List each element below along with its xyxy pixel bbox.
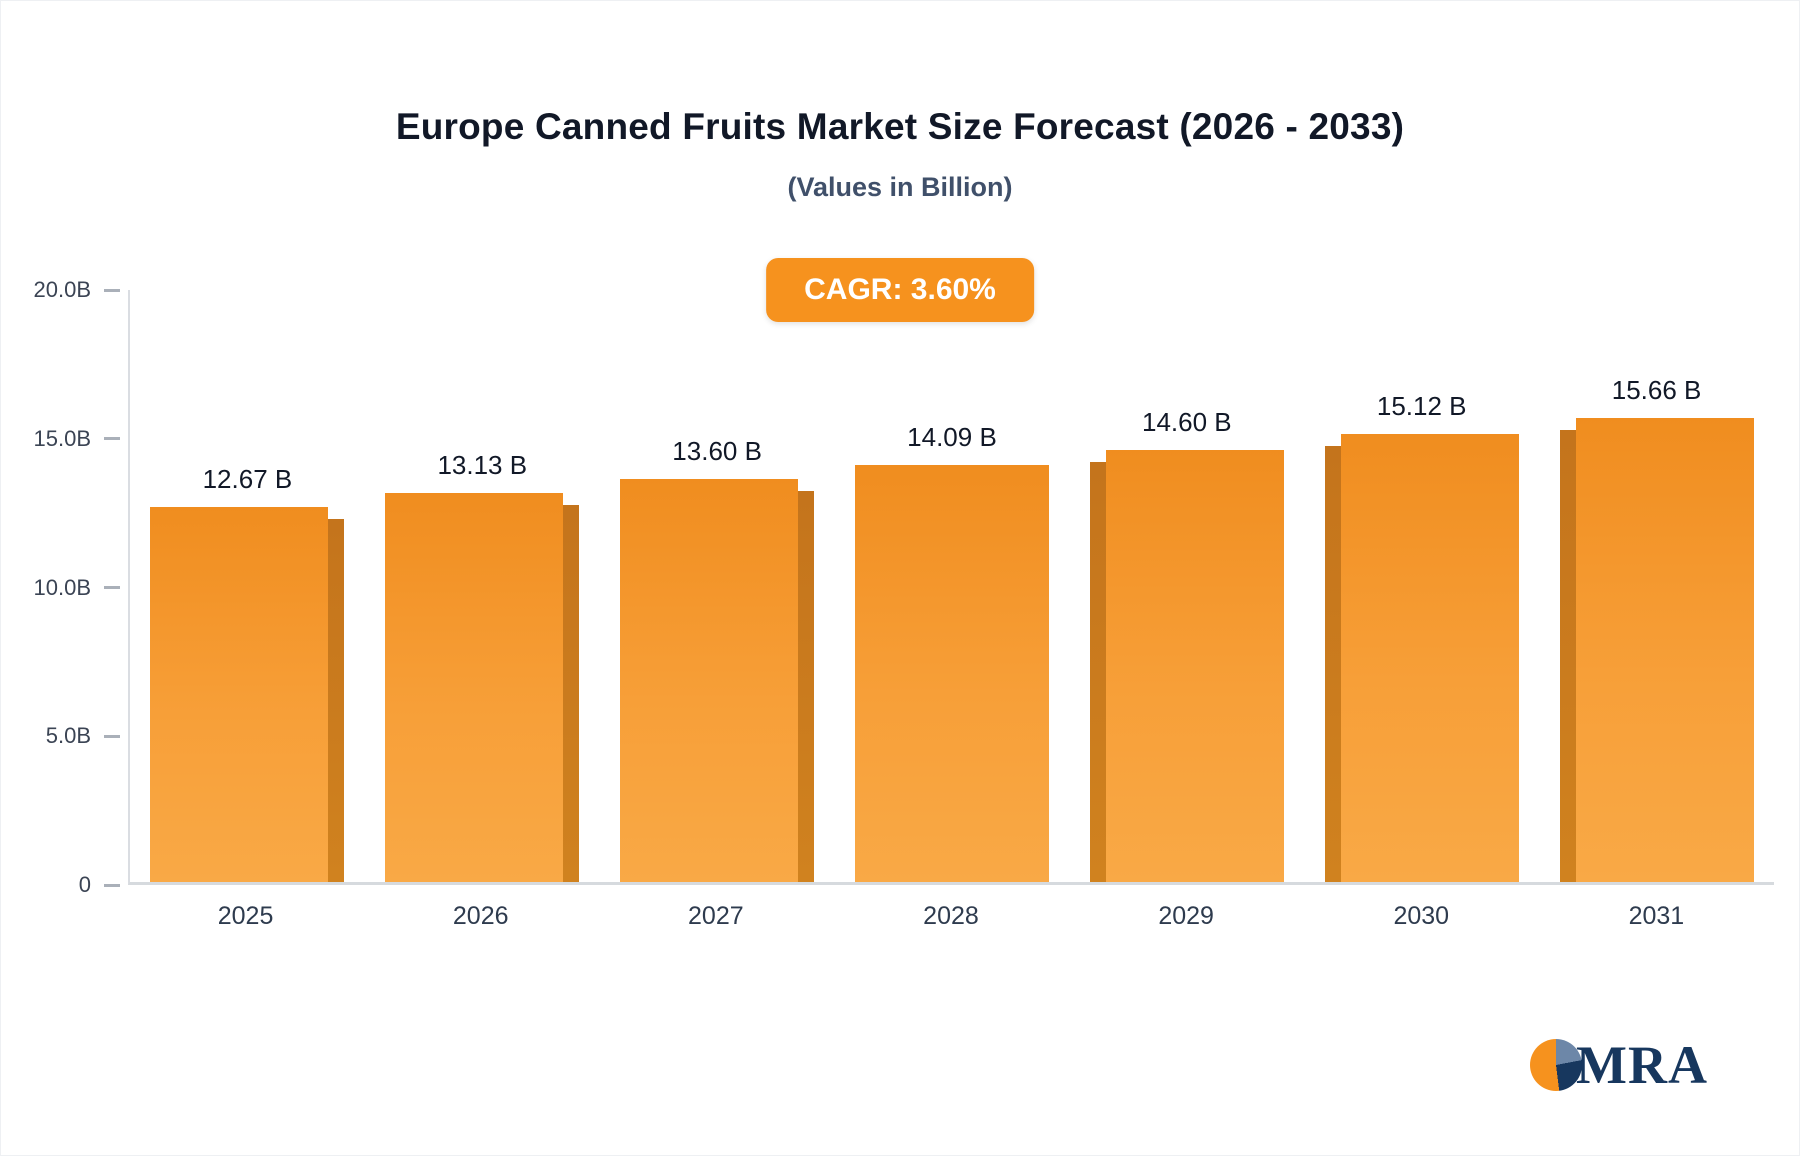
bar-group: 15.66 B bbox=[1539, 375, 1774, 882]
y-axis: 0 5.0B 10.0B 15.0B 20.0B bbox=[0, 277, 126, 897]
bar-face bbox=[1575, 418, 1754, 882]
y-tick-label: 0 bbox=[78, 872, 91, 897]
bars: 12.67 B 13.13 B 13.60 B 14.09 B 14.60 B 15.12… bbox=[130, 290, 1774, 882]
y-tick: 15.0B bbox=[33, 425, 120, 452]
x-axis-label: 2026 bbox=[452, 902, 509, 930]
y-tick: 20.0B bbox=[33, 277, 120, 303]
x-axis-label: 2025 bbox=[217, 902, 274, 930]
bar-side-shadow bbox=[563, 505, 580, 882]
bar bbox=[620, 479, 815, 882]
logo: MRA bbox=[1530, 1034, 1708, 1096]
bar-face bbox=[1105, 449, 1284, 882]
bar-value-label: 13.60 B bbox=[672, 436, 762, 467]
bar bbox=[1324, 434, 1519, 882]
bar bbox=[385, 493, 580, 882]
x-axis: 2025 2026 2027 2028 2029 2030 2031 bbox=[128, 902, 1774, 942]
bar bbox=[1559, 418, 1754, 882]
x-axis-label: 2028 bbox=[923, 902, 979, 930]
y-tick-label: 10.0B bbox=[33, 574, 92, 600]
bar-face bbox=[854, 464, 1049, 882]
chart-subtitle: (Values in Billion) bbox=[787, 172, 1013, 202]
y-tick-label: 15.0B bbox=[33, 425, 92, 451]
bar-group: 13.13 B bbox=[365, 450, 600, 882]
plot-area: 12.67 B 13.13 B 13.60 B 14.09 B 14.60 B 15.12… bbox=[128, 290, 1774, 885]
chart-title: Europe Canned Fruits Market Size Forecas… bbox=[395, 106, 1405, 147]
bar-side-shadow bbox=[798, 491, 815, 882]
bar bbox=[150, 506, 345, 882]
y-tick-label: 20.0B bbox=[33, 277, 92, 302]
cagr-badge: CAGR: 3.60% bbox=[766, 258, 1034, 322]
bar bbox=[1089, 449, 1284, 882]
bar-face bbox=[620, 479, 799, 882]
y-tick-mark bbox=[104, 586, 120, 589]
x-axis-label: 2031 bbox=[1628, 902, 1685, 930]
y-tick-mark bbox=[104, 734, 120, 738]
y-tick-mark bbox=[104, 437, 120, 441]
bar bbox=[854, 464, 1049, 882]
bar-side-shadow bbox=[1559, 430, 1576, 882]
bar-side-shadow bbox=[1089, 461, 1106, 882]
logo-text: MRA bbox=[1576, 1035, 1708, 1095]
bar-group: 12.67 B bbox=[130, 464, 365, 882]
bar-face bbox=[1340, 434, 1519, 882]
bar-group: 15.12 B bbox=[1304, 391, 1539, 882]
y-tick-label: 5.0B bbox=[45, 723, 91, 749]
bar-value-label: 15.66 B bbox=[1611, 375, 1702, 406]
x-axis-label: 2027 bbox=[688, 902, 744, 930]
bar-value-label: 13.13 B bbox=[437, 450, 528, 481]
y-tick: 10.0B bbox=[33, 574, 120, 601]
logo-pie-icon bbox=[1530, 1039, 1583, 1091]
bar-value-label: 14.09 B bbox=[907, 421, 997, 452]
bar-group: 14.60 B bbox=[1069, 407, 1304, 882]
x-axis-label: 2029 bbox=[1158, 902, 1214, 930]
bar-side-shadow bbox=[1324, 446, 1341, 882]
y-tick: 0 bbox=[79, 872, 120, 898]
bar-face bbox=[150, 506, 329, 882]
bar-value-label: 15.12 B bbox=[1376, 391, 1467, 422]
bar-side-shadow bbox=[328, 518, 345, 882]
x-axis-label: 2030 bbox=[1393, 902, 1450, 930]
y-tick-mark bbox=[104, 288, 120, 292]
bar-face bbox=[385, 493, 564, 882]
bar-value-label: 12.67 B bbox=[202, 463, 293, 494]
y-tick-mark bbox=[104, 883, 120, 887]
bar-value-label: 14.60 B bbox=[1142, 406, 1232, 437]
bar-group: 13.60 B bbox=[600, 436, 835, 882]
y-tick: 5.0B bbox=[46, 723, 120, 749]
bar-group: 14.09 B bbox=[835, 422, 1070, 882]
